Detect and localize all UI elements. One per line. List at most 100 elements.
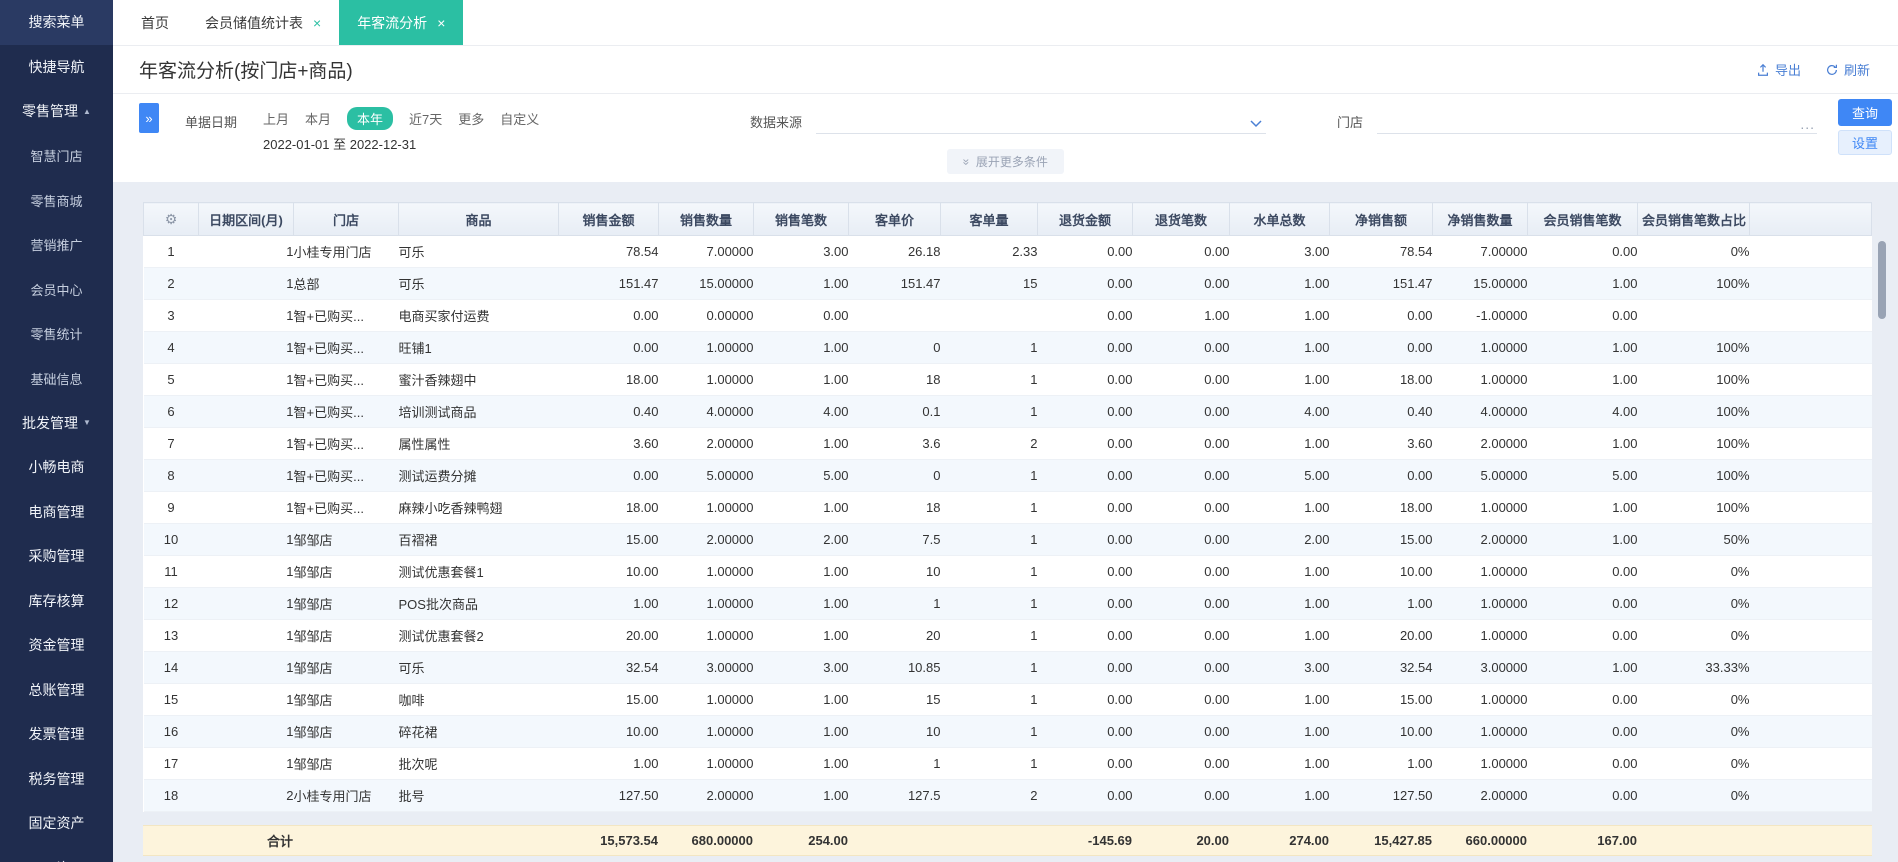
- table-row[interactable]: 15 1 邹邹店 咖啡 15.00 1.00000 1.00 15 1 0.00 0.00 1.00 1…: [143, 683, 1872, 716]
- column-header[interactable]: 销售数量: [658, 202, 754, 236]
- store-input[interactable]: ...: [1377, 110, 1818, 134]
- cell: 0.40: [1329, 395, 1433, 428]
- table-row[interactable]: 5 1 智+已购买... 蜜汁香辣翅中 18.00 1.00000 1.00 18 1 0.00 0…: [143, 363, 1872, 396]
- tab[interactable]: 首页: [123, 0, 187, 45]
- column-header[interactable]: 客单价: [848, 202, 941, 236]
- column-header[interactable]: 客单量: [940, 202, 1038, 236]
- column-header[interactable]: 净销售数量: [1432, 202, 1528, 236]
- cell: 测试运费分摊: [398, 459, 559, 492]
- date-option[interactable]: 上月: [263, 112, 290, 127]
- table-row[interactable]: 12 1 邹邹店 POS批次商品 1.00 1.00000 1.00 1 1 0.00 0.00 1.…: [143, 587, 1872, 620]
- sidebar-item[interactable]: 零售管理 ▲: [0, 89, 113, 134]
- table-row[interactable]: 11 1 邹邹店 测试优惠套餐1 10.00 1.00000 1.00 10 1 0.00 0.00…: [143, 555, 1872, 588]
- column-header[interactable]: 销售笔数: [753, 202, 849, 236]
- export-button[interactable]: 导出: [1756, 60, 1801, 79]
- column-header[interactable]: 会员销售笔数占比: [1637, 202, 1750, 236]
- table-row[interactable]: 13 1 邹邹店 测试优惠套餐2 20.00 1.00000 1.00 20 1 0.00 0.00…: [143, 619, 1872, 652]
- column-header[interactable]: 门店: [293, 202, 399, 236]
- sidebar-item[interactable]: 电商管理: [0, 490, 113, 535]
- sidebar-item[interactable]: 总账管理: [0, 668, 113, 713]
- sidebar-item[interactable]: 营销推广: [0, 223, 113, 268]
- page-title: 年客流分析(按门店+商品): [139, 61, 353, 82]
- table-row[interactable]: 4 1 智+已购买... 旺铺1 0.00 1.00000 1.00 0 1 0.00 0.00 1.…: [143, 331, 1872, 364]
- sidebar-item[interactable]: 搜索菜单: [0, 0, 113, 45]
- sidebar-item[interactable]: 批发管理 ▼: [0, 401, 113, 446]
- column-header[interactable]: 净销售额: [1329, 202, 1433, 236]
- sidebar-item[interactable]: 基础信息: [0, 356, 113, 401]
- cell: 100%: [1637, 331, 1750, 364]
- table-row[interactable]: 18 2 小桂专用门店 批号 127.50 2.00000 1.00 127.5 2 0.00 0.…: [143, 779, 1872, 812]
- table-row[interactable]: 3 1 智+已购买... 电商买家付运费 0.00 0.00000 0.00 0.00 1.00…: [143, 299, 1872, 332]
- sidebar-item[interactable]: 资金管理: [0, 623, 113, 668]
- column-header[interactable]: 日期区间(月): [198, 202, 294, 236]
- date-option[interactable]: 本年: [347, 107, 394, 130]
- table-row[interactable]: 7 1 智+已购买... 属性属性 3.60 2.00000 1.00 3.6 2 0.00 0.0…: [143, 427, 1872, 460]
- cell: 0%: [1637, 779, 1750, 812]
- cell: 1: [198, 651, 294, 684]
- table-row[interactable]: 17 1 邹邹店 批次呢 1.00 1.00000 1.00 1 1 0.00 0.00 1.00 1.…: [143, 747, 1872, 780]
- cell: 蜜汁香辣翅中: [398, 363, 559, 396]
- cell: 15.00: [558, 683, 659, 716]
- cell: 1.00000: [1432, 331, 1528, 364]
- table-row[interactable]: 8 1 智+已购买... 测试运费分摊 0.00 5.00000 5.00 0 1 0.00 0.0…: [143, 459, 1872, 492]
- sidebar-item[interactable]: 税务管理: [0, 757, 113, 802]
- settings-button[interactable]: 设置: [1838, 130, 1892, 155]
- sidebar-item[interactable]: 小畅电商: [0, 445, 113, 490]
- sidebar-item[interactable]: 工资: [0, 846, 113, 862]
- table-row[interactable]: 16 1 邹邹店 碎花裙 10.00 1.00000 1.00 10 1 0.00 0.00 1.00…: [143, 715, 1872, 748]
- close-icon[interactable]: ×: [437, 14, 446, 31]
- sidebar-item[interactable]: 零售商城: [0, 178, 113, 223]
- cell: 127.50: [558, 779, 659, 812]
- expand-more-button[interactable]: » 展开更多条件: [947, 149, 1064, 174]
- sidebar-item[interactable]: 发票管理: [0, 712, 113, 757]
- sidebar-item[interactable]: 快捷导航: [0, 45, 113, 90]
- collapse-panel-button[interactable]: »: [139, 103, 159, 133]
- column-header[interactable]: 退货笔数: [1132, 202, 1230, 236]
- sidebar-item[interactable]: 智慧门店: [0, 134, 113, 179]
- cell: 1: [940, 747, 1038, 780]
- column-header[interactable]: 商品: [398, 202, 559, 236]
- column-header[interactable]: 水单总数: [1229, 202, 1330, 236]
- datasource-select[interactable]: [816, 110, 1267, 134]
- query-button[interactable]: 查询: [1838, 99, 1892, 126]
- tab[interactable]: 年客流分析 ×: [339, 0, 464, 45]
- sidebar-item[interactable]: 零售统计: [0, 312, 113, 357]
- date-option[interactable]: 本月: [305, 112, 332, 127]
- cell: 1.00: [1527, 331, 1638, 364]
- chevron-down-icon[interactable]: [1250, 120, 1262, 128]
- cell: 1: [198, 395, 294, 428]
- total-cell: 254.00: [753, 825, 848, 856]
- table-row[interactable]: 14 1 邹邹店 可乐 32.54 3.00000 3.00 10.85 1 0.00 0.00 3.…: [143, 651, 1872, 684]
- close-icon[interactable]: ×: [313, 14, 322, 31]
- sidebar-item[interactable]: 库存核算: [0, 579, 113, 624]
- tab[interactable]: 会员储值统计表 ×: [187, 0, 339, 45]
- sidebar-item-label: 批发管理: [22, 414, 79, 431]
- cell: 1.00: [1229, 747, 1330, 780]
- date-option[interactable]: 自定义: [500, 112, 540, 127]
- cell: 0%: [1637, 555, 1750, 588]
- refresh-button[interactable]: 刷新: [1825, 60, 1870, 79]
- date-range-value[interactable]: 2022-01-01 至 2022-12-31: [263, 137, 417, 152]
- sidebar-item[interactable]: 会员中心: [0, 267, 113, 312]
- table-row[interactable]: 9 1 智+已购买... 麻辣小吃香辣鸭翅 18.00 1.00000 1.00 18 1 0.0…: [143, 491, 1872, 524]
- date-option[interactable]: 近7天: [409, 112, 443, 127]
- table-row[interactable]: 10 1 邹邹店 百褶裙 15.00 2.00000 2.00 7.5 1 0.00 0.00 2.0…: [143, 523, 1872, 556]
- cell: 15: [143, 683, 199, 716]
- table-row[interactable]: 6 1 智+已购买... 培训测试商品 0.40 4.00000 4.00 0.1 1 0.00 0…: [143, 395, 1872, 428]
- column-header[interactable]: 退货金额: [1037, 202, 1133, 236]
- vertical-scrollbar[interactable]: [1878, 235, 1886, 812]
- scrollbar-thumb[interactable]: [1878, 241, 1886, 319]
- gear-icon[interactable]: ⚙: [164, 210, 178, 227]
- date-option[interactable]: 更多: [458, 112, 485, 127]
- sidebar-item[interactable]: 固定资产: [0, 801, 113, 846]
- cell: 邹邹店: [293, 587, 399, 620]
- cell: 1: [940, 619, 1038, 652]
- ellipsis-lookup-icon[interactable]: ...: [1800, 116, 1816, 132]
- cell: 1.00: [1527, 267, 1638, 300]
- table-row[interactable]: 2 1 总部 可乐 151.47 15.00000 1.00 151.47 15 0.00 0.00…: [143, 267, 1872, 300]
- column-header[interactable]: 会员销售笔数: [1527, 202, 1638, 236]
- cell: 0.00: [1037, 331, 1133, 364]
- sidebar-item[interactable]: 采购管理: [0, 534, 113, 579]
- table-row[interactable]: 1 1 小桂专用门店 可乐 78.54 7.00000 3.00 26.18 2.33 0.00 0…: [143, 235, 1872, 268]
- column-header[interactable]: 销售金额: [558, 202, 659, 236]
